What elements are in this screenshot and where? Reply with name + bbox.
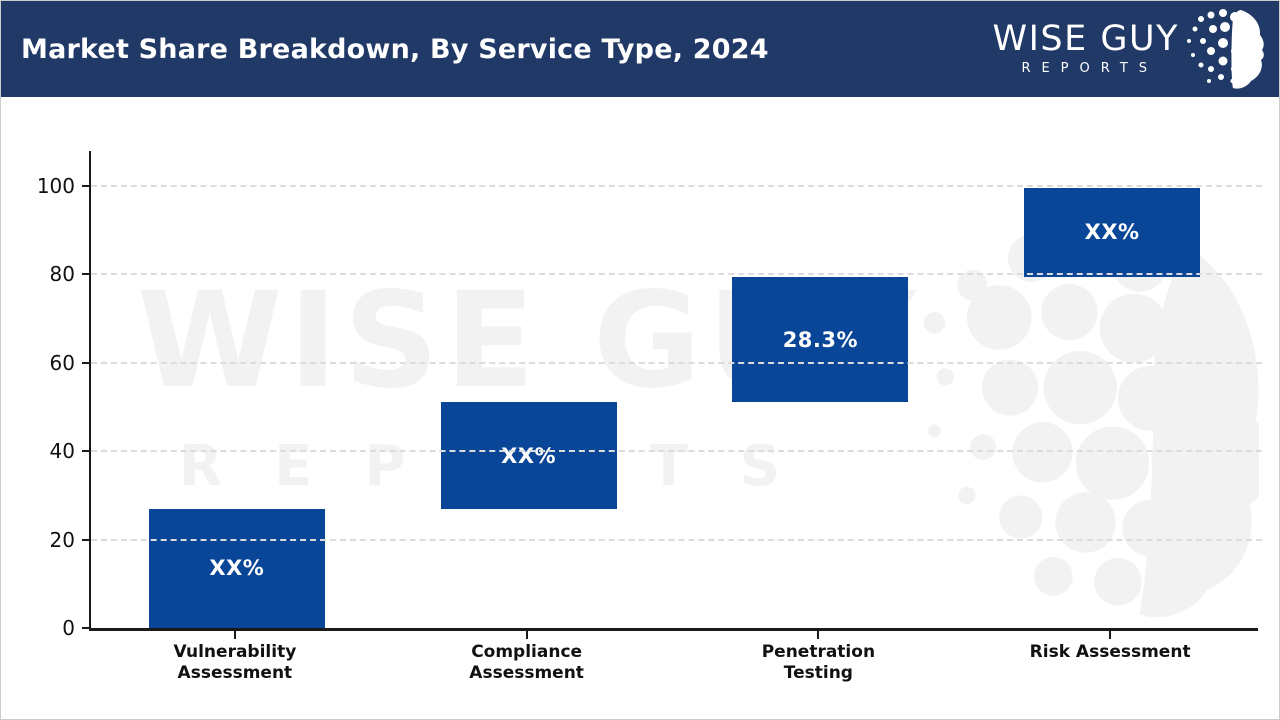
y-tick-label-80: 80 — [49, 262, 75, 286]
x-axis-label-line: Assessment — [177, 663, 293, 683]
y-tick-label-60: 60 — [49, 350, 75, 375]
y-tick-mark-80 — [82, 273, 90, 275]
x-axis-label-penetration-testing: Penetration Testing — [698, 642, 938, 684]
bar-risk-assessment: XX% — [1024, 187, 1201, 278]
x-axis-label-line: Risk Assessment — [1029, 642, 1191, 662]
logo-wordmark: WISE GUY REPORTS — [992, 19, 1179, 77]
x-tick-mark-risk-assessment — [1109, 631, 1112, 639]
x-tick-mark-penetration-testing — [817, 631, 820, 639]
y-tick-mark-60 — [82, 361, 90, 364]
y-gridline-80 — [91, 273, 1262, 275]
x-axis-label-line: Compliance — [471, 642, 583, 662]
y-tick-label-100: 100 — [36, 173, 75, 198]
x-axis-label-line: Vulnerability — [173, 642, 297, 662]
wise-guy-logo: WISE GUY REPORTS — [992, 7, 1265, 91]
chart-area: WISE GUY REPORTS XX%XX%28. — [1, 97, 1279, 719]
bar-penetration-testing: 28.3% — [732, 277, 909, 403]
y-tick-label-0: 0 — [62, 616, 75, 640]
bar-value-label-vulnerability-assessment: XX% — [209, 556, 265, 581]
x-tick-mark-compliance-assessment — [525, 631, 528, 639]
x-axis-label-risk-assessment: Risk Assessment — [990, 642, 1230, 663]
y-gridline-100 — [91, 184, 1262, 187]
y-tick-mark-40 — [82, 450, 90, 452]
x-axis-label-vulnerability-assessment: Vulnerability Assessment — [115, 642, 355, 684]
bar-value-label-penetration-testing: 28.3% — [782, 327, 859, 352]
plot-area: XX% XX% 28.3% XX% — [89, 151, 1262, 631]
bar-vulnerability-assessment: XX% — [148, 508, 325, 628]
bar-value-label-compliance-assessment: XX% — [501, 443, 557, 468]
y-tick-label-20: 20 — [49, 527, 75, 552]
y-tick-mark-0 — [82, 627, 90, 629]
wise-guy-head-icon — [1187, 9, 1264, 89]
y-gridline-40 — [91, 450, 1262, 452]
x-tick-mark-vulnerability-assessment — [233, 631, 236, 639]
logo-wordmark-sub: REPORTS — [1021, 61, 1159, 76]
header-bar: Market Share Breakdown, By Service Type,… — [1, 1, 1279, 97]
logo-wordmark-main: WISE GUY — [992, 19, 1179, 59]
y-gridline-20 — [91, 538, 1262, 541]
x-axis-label-line: Assessment — [469, 663, 584, 683]
page-title: Market Share Breakdown, By Service Type,… — [21, 33, 769, 65]
x-axis-label-compliance-assessment: Compliance Assessment — [407, 642, 647, 684]
x-axis-label-line: Penetration — [761, 642, 876, 662]
bar-value-label-risk-assessment: XX% — [1084, 220, 1140, 245]
y-tick-mark-20 — [82, 538, 90, 541]
y-tick-label-40: 40 — [49, 439, 75, 463]
bar-compliance-assessment: XX% — [440, 402, 617, 509]
x-axis-label-line: Testing — [783, 663, 853, 683]
y-tick-mark-100 — [82, 184, 90, 187]
y-gridline-60 — [91, 361, 1262, 364]
